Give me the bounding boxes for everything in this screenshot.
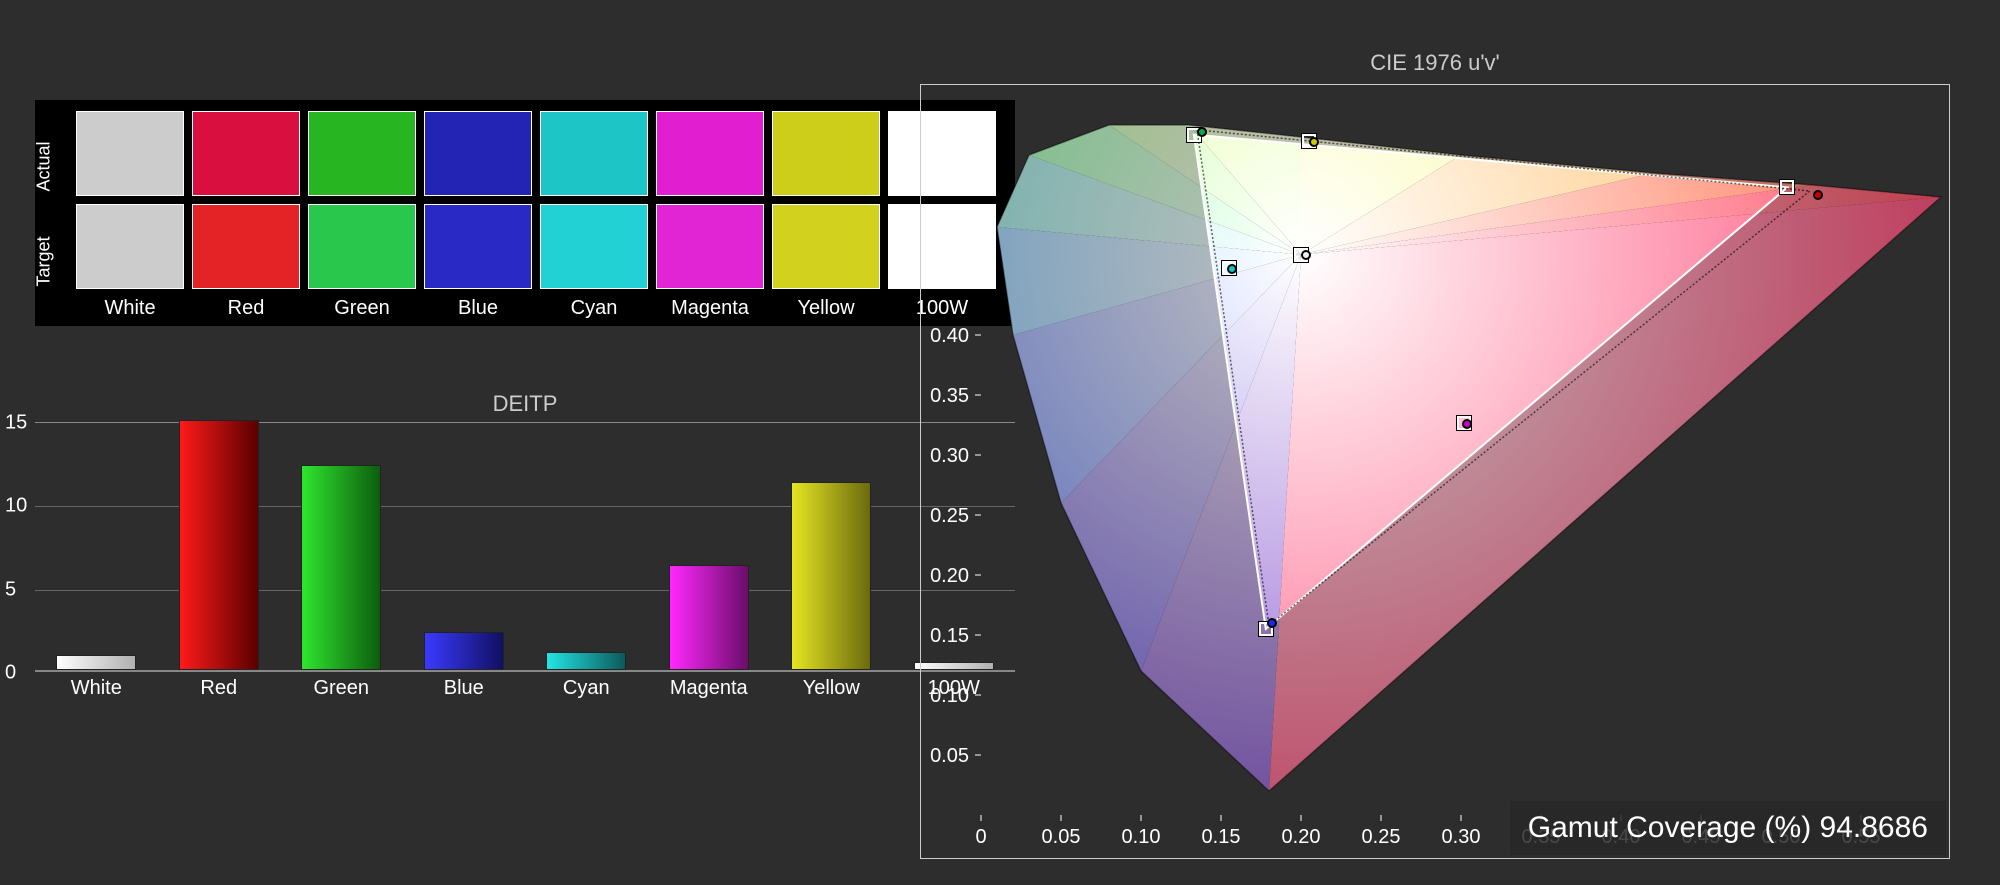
swatch-label-blue: Blue: [424, 297, 532, 320]
cie-svg: 0 0.05 0.10 0.15 0.20 0.25 0.30 0.35 0.40 0.45 0.5…: [921, 85, 1951, 860]
xtick-label: 0.15: [1202, 826, 1241, 848]
swatch-label-cyan: Cyan: [540, 297, 648, 320]
row-label-actual: Actual: [34, 141, 55, 191]
swatch-target-magenta: [656, 204, 764, 289]
swatch-actual-green: [308, 111, 416, 196]
marker-measured-magenta: [1462, 419, 1472, 429]
bar-green: [301, 465, 381, 670]
marker-measured-blue: [1267, 618, 1277, 628]
marker-measured-green: [1197, 127, 1207, 137]
bar-blue: [424, 632, 504, 670]
ytick-label: 10: [5, 495, 27, 518]
ytick-label: 0.30: [930, 445, 969, 467]
gamut-value: 94.8686: [1820, 811, 1928, 844]
ytick-label: 0.40: [930, 325, 969, 347]
marker-measured-white: [1301, 250, 1311, 260]
swatch-actual-blue: [424, 111, 532, 196]
ytick-label: 0.55: [930, 145, 969, 167]
deitp-x-labels: WhiteRedGreenBlueCyanMagentaYellow100W: [35, 677, 1015, 700]
swatch-row-actual: [76, 111, 1004, 196]
gamut-label: Gamut Coverage (%): [1528, 811, 1811, 844]
ytick-label: 0.10: [930, 685, 969, 707]
bar-label-white: White: [56, 677, 136, 700]
marker-measured-red: [1813, 190, 1823, 200]
swatch-target-blue: [424, 204, 532, 289]
deitp-title: DEITP: [35, 391, 1015, 417]
xtick-label: 0.10: [1122, 826, 1161, 848]
swatch-target-red: [192, 204, 300, 289]
bar-label-blue: Blue: [424, 677, 504, 700]
bar-label-magenta: Magenta: [669, 677, 749, 700]
swatch-target-cyan: [540, 204, 648, 289]
bar-red: [179, 420, 259, 670]
ytick-label: 5: [5, 578, 16, 601]
marker-measured-cyan: [1227, 264, 1237, 274]
ytick-label: 0.50: [930, 205, 969, 227]
color-swatch-table: Actual Target White Red Green Blue Cyan Magen…: [35, 100, 1015, 326]
cie-title: CIE 1976 u'v': [920, 50, 1950, 76]
bar-label-green: Green: [301, 677, 381, 700]
marker-measured-yellow: [1309, 137, 1319, 147]
bar-yellow: [791, 482, 871, 670]
swatch-target-white: [76, 204, 184, 289]
cie-plot-area: 0 0.05 0.10 0.15 0.20 0.25 0.30 0.35 0.40 0.45 0.5…: [920, 84, 1950, 859]
swatch-target-green: [308, 204, 416, 289]
ytick-label: 0.45: [930, 265, 969, 287]
ytick-label: 0.05: [930, 745, 969, 767]
xtick-label: 0: [975, 826, 986, 848]
gamut-coverage-box: Gamut Coverage (%) 94.8686: [1510, 801, 1946, 855]
swatch-label-yellow: Yellow: [772, 297, 880, 320]
bar-label-yellow: Yellow: [791, 677, 871, 700]
bar-magenta: [669, 565, 749, 670]
cie-chart-panel: CIE 1976 u'v' 00.050.100.150.200.250.300…: [920, 50, 1950, 859]
deitp-bar-chart: DEITP 051015 White Red Green Blue Cyan Magent…: [35, 391, 1015, 700]
ytick-label: 15: [5, 412, 27, 435]
row-label-target: Target: [34, 236, 55, 286]
swatch-row-target: [76, 204, 1004, 289]
bar-white: [56, 655, 136, 670]
swatch-actual-cyan: [540, 111, 648, 196]
deitp-plot-area: 051015: [35, 422, 1015, 672]
swatch-actual-white: [76, 111, 184, 196]
xtick-label: 0.25: [1362, 826, 1401, 848]
ytick-label: 0.20: [930, 565, 969, 587]
xtick-label: 0.20: [1282, 826, 1321, 848]
swatch-label-magenta: Magenta: [656, 297, 764, 320]
swatch-label-green: Green: [308, 297, 416, 320]
xtick-label: 0.05: [1042, 826, 1081, 848]
bar-label-cyan: Cyan: [546, 677, 626, 700]
swatch-target-yellow: [772, 204, 880, 289]
swatch-actual-magenta: [656, 111, 764, 196]
ytick-label: 0: [5, 662, 16, 685]
ytick-label: 0.25: [930, 505, 969, 527]
swatch-actual-red: [192, 111, 300, 196]
bar-cyan: [546, 652, 626, 670]
marker-target-red: [1780, 180, 1794, 194]
swatch-label-red: Red: [192, 297, 300, 320]
swatch-label-white: White: [76, 297, 184, 320]
bar-label-red: Red: [179, 677, 259, 700]
swatch-column-labels: WhiteRedGreenBlueCyanMagentaYellow100W: [76, 297, 1004, 320]
xtick-label: 0.30: [1442, 826, 1481, 848]
ytick-label: 0.35: [930, 385, 969, 407]
swatch-actual-yellow: [772, 111, 880, 196]
ytick-label: 0.15: [930, 625, 969, 647]
